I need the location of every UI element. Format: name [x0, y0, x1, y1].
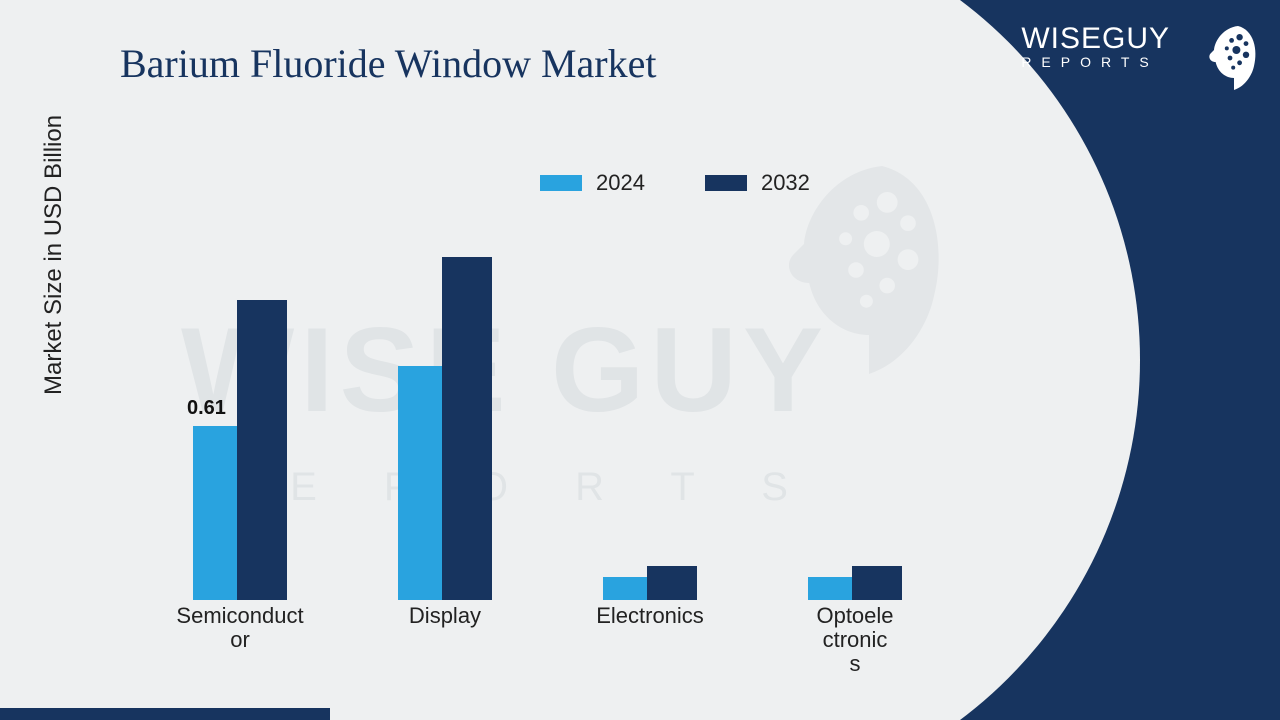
- x-axis-label: Semiconductor: [165, 604, 315, 652]
- bar: [442, 257, 492, 600]
- bar: [647, 566, 697, 600]
- bar: [603, 577, 653, 600]
- bar: [398, 366, 448, 600]
- bar-group: [575, 566, 725, 600]
- legend-item-2032: 2032: [705, 170, 810, 196]
- chart-title: Barium Fluoride Window Market: [120, 40, 656, 87]
- brand-logo: WISEGUY REPORTS: [1021, 22, 1170, 70]
- legend-item-2024: 2024: [540, 170, 645, 196]
- logo-line1: WISEGUY: [1021, 22, 1170, 56]
- legend-label-2024: 2024: [596, 170, 645, 196]
- y-axis-label: Market Size in USD Billion: [40, 115, 68, 395]
- bar-group: [780, 566, 930, 600]
- chart-canvas: WISEGUY REPORTS WISE GUY R E P O R T S B…: [0, 0, 1280, 720]
- bar: [852, 566, 902, 600]
- bar-value-label: 0.61: [187, 397, 226, 420]
- legend-swatch-2032: [705, 175, 747, 191]
- bar: [808, 577, 858, 600]
- legend-label-2032: 2032: [761, 170, 810, 196]
- x-axis-label: Optoelectronics: [780, 604, 930, 677]
- logo-line2: REPORTS: [1021, 54, 1170, 70]
- bar: [237, 300, 287, 600]
- bar: [193, 426, 243, 600]
- bottom-accent-bar: [0, 708, 330, 720]
- x-axis-label: Display: [370, 604, 520, 628]
- x-axis-label: Electronics: [575, 604, 725, 628]
- legend-swatch-2024: [540, 175, 582, 191]
- brand-panel: [950, 0, 1280, 720]
- bar-group: [370, 257, 520, 600]
- x-axis-labels: Semiconductor Display Electronics Optoelect…: [105, 604, 945, 684]
- chart-plot: 0.61: [95, 200, 935, 600]
- legend: 2024 2032: [540, 170, 810, 196]
- brand-head-icon: [1182, 18, 1262, 98]
- bar-group: [165, 300, 315, 600]
